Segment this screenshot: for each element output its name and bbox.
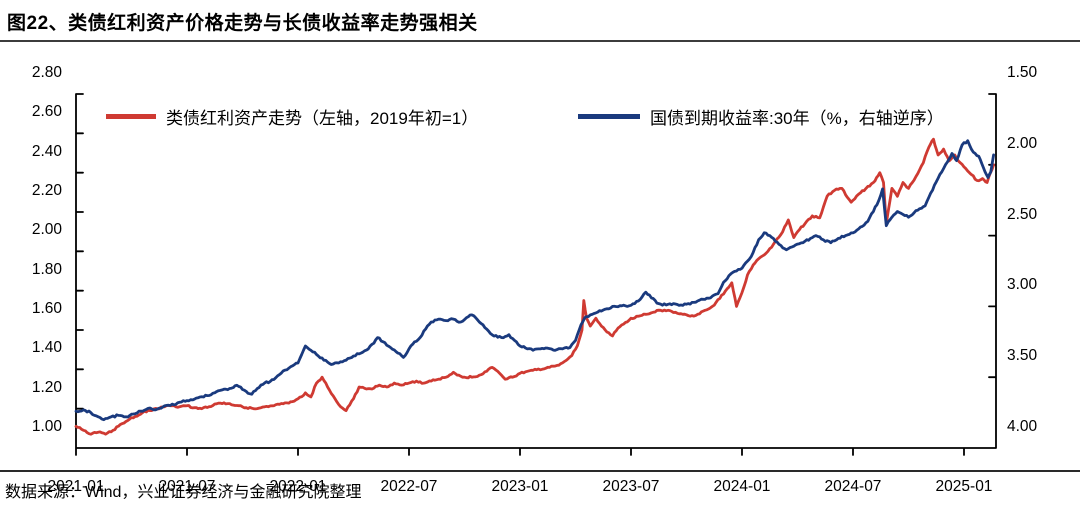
legend-item-dividend-asset: 类债红利资产走势（左轴，2019年初=1） [106, 105, 479, 128]
legend-label-dividend-asset: 类债红利资产走势（左轴，2019年初=1） [166, 108, 479, 128]
x-axis-label: 2021-07 [158, 478, 216, 495]
y-axis-label-left: 2.00 [31, 221, 62, 239]
y-axis-label-left: 2.40 [31, 142, 62, 160]
y-axis-label-right: 3.50 [1007, 347, 1038, 365]
chart-area: 类债红利资产走势（左轴，2019年初=1） 国债到期收益率:30年（%，右轴逆序… [0, 42, 1080, 495]
x-axis-label: 2021-01 [47, 478, 105, 495]
figure-title: 图22、类债红利资产价格走势与长债收益率走势强相关 [7, 13, 478, 34]
x-axis-label: 2022-01 [269, 478, 327, 495]
y-axis-label-right: 4.00 [1007, 418, 1038, 435]
y-axis-label-left: 1.60 [31, 300, 62, 317]
y-axis-label-left: 1.00 [31, 418, 62, 435]
x-axis-label: 2023-01 [491, 478, 549, 495]
y-axis-label-left: 2.20 [31, 182, 62, 199]
navy-line-swatch [578, 113, 640, 119]
y-axis-label-right: 3.00 [1007, 276, 1038, 294]
source-divider [0, 470, 1080, 472]
y-axis-label-right: 2.50 [1007, 205, 1038, 223]
plot-svg [74, 93, 997, 456]
y-axis-label-left: 1.80 [31, 260, 62, 278]
x-axis-label: 2023-07 [602, 478, 660, 495]
y-axis-label-right: 1.50 [1007, 64, 1038, 81]
x-axis-label: 2024-01 [713, 478, 771, 495]
legend-item-treasury-yield: 国债到期收益率:30年（%，右轴逆序） [578, 105, 944, 128]
y-axis-label-right: 2.00 [1007, 134, 1038, 152]
x-axis-label: 2024-07 [824, 478, 882, 495]
y-axis-label-left: 1.40 [31, 339, 62, 357]
y-axis-label-left: 2.60 [31, 103, 62, 121]
x-axis-label: 2022-07 [380, 478, 438, 495]
red-line-swatch [106, 113, 156, 119]
legend-label-treasury-yield: 国债到期收益率:30年（%，右轴逆序） [650, 108, 944, 128]
y-axis-label-left: 1.20 [31, 378, 62, 396]
source-note: 数据来源：Wind，兴业证券经济与金融研究院整理 [5, 484, 362, 501]
y-axis-label-left: 2.80 [31, 64, 62, 81]
title-divider [0, 40, 1080, 42]
x-axis-label: 2025-01 [935, 478, 993, 495]
